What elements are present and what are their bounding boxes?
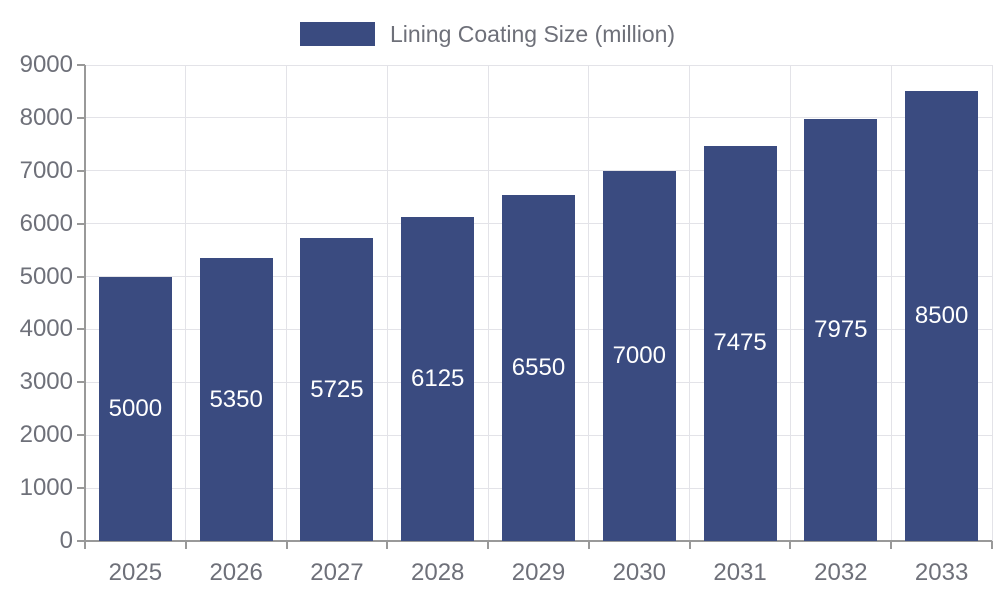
- bar-value-label: 7475: [713, 329, 767, 357]
- gridline-vertical: [588, 65, 590, 541]
- legend-swatch: [300, 22, 375, 46]
- y-axis-tick: [77, 169, 85, 172]
- gridline-vertical: [991, 65, 993, 541]
- x-axis-tick: [688, 541, 691, 549]
- y-axis-line: [84, 65, 86, 541]
- y-tick-label: 8000: [19, 103, 73, 131]
- bar[interactable]: [602, 170, 676, 541]
- x-tick-label: 2030: [612, 559, 666, 586]
- x-axis-tick: [285, 541, 288, 549]
- gridline-vertical: [789, 65, 791, 541]
- x-axis-tick: [890, 541, 893, 549]
- y-axis-tick: [77, 381, 85, 384]
- gridline-vertical: [286, 65, 288, 541]
- bar-value-label: 7000: [612, 341, 666, 369]
- y-axis-tick: [77, 487, 85, 490]
- gridline-vertical: [487, 65, 489, 541]
- y-tick-label: 3000: [19, 368, 73, 396]
- y-tick-label: 4000: [19, 315, 73, 343]
- x-tick-label: 2031: [713, 559, 767, 586]
- y-tick-label: 6000: [19, 209, 73, 237]
- bar-value-label: 8500: [914, 302, 969, 330]
- y-axis-tick: [77, 222, 85, 225]
- gridline-vertical: [386, 65, 388, 541]
- x-axis-tick: [386, 541, 389, 549]
- y-tick-label: 5000: [19, 262, 73, 290]
- gridline-vertical: [890, 65, 892, 541]
- y-axis-tick: [77, 434, 85, 437]
- y-tick-label: 2000: [19, 421, 73, 449]
- bar[interactable]: [300, 238, 374, 541]
- y-axis-tick: [77, 275, 85, 278]
- gridline-horizontal: [85, 64, 992, 66]
- bar[interactable]: [905, 91, 979, 541]
- bar-value-label: 5000: [108, 394, 163, 422]
- legend[interactable]: Lining Coating Size (million): [300, 21, 675, 47]
- x-axis-tick: [789, 541, 792, 549]
- gridline-vertical: [689, 65, 691, 541]
- y-axis-tick: [77, 540, 85, 542]
- x-tick-label: 2026: [209, 559, 263, 586]
- y-axis-tick: [77, 116, 85, 119]
- bar[interactable]: [502, 194, 575, 541]
- x-tick-label: 2027: [310, 559, 364, 586]
- x-axis-tick: [991, 541, 993, 549]
- y-tick-label: 9000: [19, 51, 73, 78]
- bar-value-label: 6550: [511, 353, 566, 381]
- x-axis-tick: [84, 541, 86, 549]
- gridline-horizontal: [85, 170, 992, 172]
- y-axis-tick: [77, 328, 85, 331]
- bar[interactable]: [703, 145, 777, 541]
- bar-value-label: 7975: [814, 316, 868, 344]
- x-axis-tick: [487, 541, 490, 549]
- x-tick-label: 2033: [914, 559, 969, 586]
- x-tick-label: 2028: [411, 559, 465, 586]
- bar[interactable]: [199, 258, 273, 541]
- legend-label: Lining Coating Size (million): [390, 21, 676, 47]
- y-tick-label: 0: [59, 527, 73, 554]
- x-axis-line: [85, 540, 992, 542]
- bar[interactable]: [804, 119, 878, 541]
- y-axis-tick: [77, 64, 85, 66]
- gridline-vertical: [185, 65, 187, 541]
- x-axis-tick: [587, 541, 590, 549]
- x-tick-label: 2025: [108, 559, 163, 586]
- gridline-horizontal: [85, 117, 992, 119]
- x-tick-label: 2029: [511, 559, 566, 586]
- bar-value-label: 5350: [209, 385, 263, 413]
- x-axis-tick: [184, 541, 187, 549]
- bar[interactable]: [98, 276, 172, 541]
- x-tick-label: 2032: [814, 559, 868, 586]
- bar[interactable]: [401, 217, 475, 541]
- y-tick-label: 1000: [19, 474, 73, 502]
- bar-value-label: 5725: [310, 375, 364, 403]
- bar-value-label: 6125: [411, 365, 465, 393]
- y-tick-label: 7000: [19, 156, 73, 184]
